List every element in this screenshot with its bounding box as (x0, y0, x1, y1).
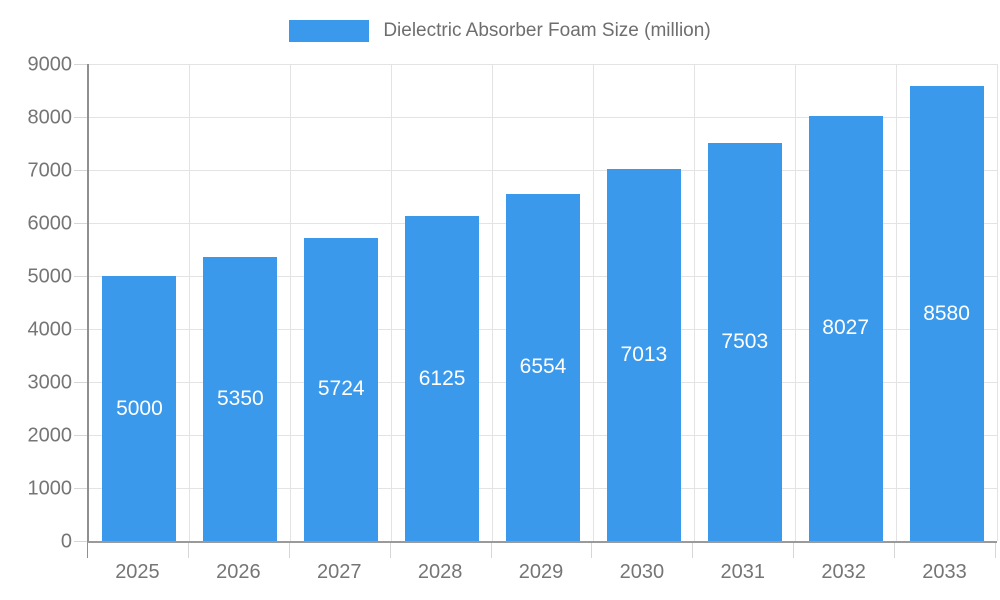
gridline-horizontal (89, 63, 997, 65)
x-axis-tick (591, 543, 593, 558)
y-axis-tick (74, 276, 87, 277)
x-axis-tick-label: 2027 (316, 561, 362, 583)
y-axis-tick (74, 541, 87, 542)
bar-2025[interactable] (102, 276, 177, 541)
bar-2030[interactable] (606, 169, 681, 541)
bar-2032[interactable] (808, 115, 883, 541)
legend[interactable]: Dielectric Absorber Foam Size (million) (0, 20, 1000, 42)
y-axis-tick-label: 5000 (27, 265, 73, 288)
y-axis-tick-label: 9000 (27, 53, 73, 76)
y-axis-tick-label: 8000 (27, 106, 73, 129)
y-axis-tick (74, 382, 87, 383)
y-axis-tick-label: 6000 (27, 212, 73, 235)
x-axis-tick (894, 543, 896, 558)
x-axis-tick (389, 543, 391, 558)
bar-2029[interactable] (506, 193, 580, 541)
gridline-vertical (592, 64, 594, 541)
x-axis-tick (692, 543, 694, 558)
bar-value-label: 5724 (317, 377, 365, 401)
x-axis-tick-label: 2029 (518, 561, 564, 583)
gridline-vertical (492, 64, 494, 541)
bar-value-label: 5000 (116, 396, 163, 420)
bar-2033[interactable] (909, 86, 984, 541)
bar-value-label: 6554 (519, 355, 567, 379)
gridline-horizontal (89, 169, 997, 171)
y-axis-tick-label: 4000 (27, 318, 73, 341)
x-axis-tick-label: 2028 (417, 561, 463, 583)
y-axis-tick-label: 0 (60, 530, 72, 553)
bar-2027[interactable] (304, 237, 379, 541)
bar-value-label: 6125 (418, 366, 466, 390)
gridline-vertical (189, 64, 191, 541)
gridline-vertical (290, 64, 292, 541)
gridline-vertical (794, 64, 796, 541)
bar-value-label: 8027 (822, 316, 870, 340)
x-axis-tick (288, 543, 290, 558)
y-axis-tick-label: 2000 (27, 424, 73, 447)
bar-value-label: 8580 (923, 301, 970, 325)
plot-area: 5000 5350 5724 6125 6554 7013 7503 8027 8580 (87, 63, 998, 543)
y-axis-tick (74, 488, 87, 489)
x-axis-tick-label: 2033 (922, 561, 967, 583)
gridline-vertical (895, 64, 897, 541)
gridline-vertical (693, 64, 695, 541)
x-axis-tick-label: 2030 (619, 561, 665, 583)
legend-label: Dielectric Absorber Foam Size (million) (383, 20, 711, 41)
x-axis-tick (793, 543, 795, 558)
bar-2028[interactable] (405, 216, 480, 541)
bar-2031[interactable] (707, 143, 782, 541)
gridline-horizontal (89, 116, 997, 118)
y-axis-tick-label: 3000 (27, 371, 73, 394)
gridline-vertical (996, 64, 998, 541)
y-axis-tick (74, 223, 87, 224)
y-axis-tick-label: 1000 (27, 477, 73, 500)
y-axis-tick (74, 329, 87, 330)
bar-2026[interactable] (203, 257, 278, 541)
x-axis-tick (490, 543, 492, 558)
y-axis-tick (74, 435, 87, 436)
y-axis-tick (74, 117, 87, 118)
y-axis-tick (74, 170, 87, 171)
legend-swatch-icon (289, 20, 370, 42)
bar-value-label: 7013 (620, 343, 668, 367)
bar-value-label: 5350 (216, 387, 264, 411)
x-axis-tick (995, 543, 996, 558)
x-axis-tick-label: 2032 (821, 561, 866, 583)
x-axis-tick (187, 543, 189, 558)
x-axis-tick-label: 2031 (720, 561, 766, 583)
y-axis-tick (74, 64, 87, 65)
x-axis-tick-label: 2026 (216, 561, 261, 583)
gridline-vertical (391, 64, 393, 541)
bar-value-label: 7503 (721, 330, 769, 354)
y-axis-tick-label: 7000 (27, 159, 73, 182)
x-axis-tick (87, 543, 88, 558)
x-axis-tick-label: 2025 (115, 561, 160, 583)
